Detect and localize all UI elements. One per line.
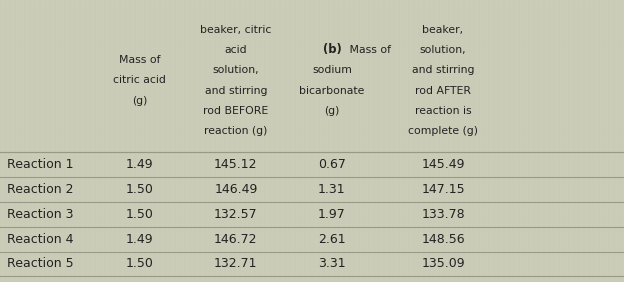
Text: Reaction 1: Reaction 1 bbox=[7, 158, 74, 171]
Text: sodium: sodium bbox=[312, 65, 352, 75]
Text: beaker,: beaker, bbox=[422, 25, 464, 35]
Text: rod AFTER: rod AFTER bbox=[415, 85, 471, 96]
Text: (g): (g) bbox=[324, 106, 339, 116]
Text: Mass of: Mass of bbox=[346, 45, 391, 55]
Text: Reaction 4: Reaction 4 bbox=[7, 233, 74, 246]
Text: 132.57: 132.57 bbox=[214, 208, 258, 221]
Text: 133.78: 133.78 bbox=[421, 208, 465, 221]
Text: Reaction 2: Reaction 2 bbox=[7, 183, 74, 196]
Text: Mass of: Mass of bbox=[119, 55, 160, 65]
Text: 145.12: 145.12 bbox=[214, 158, 258, 171]
Text: 1.50: 1.50 bbox=[126, 208, 154, 221]
Text: acid: acid bbox=[225, 45, 247, 55]
Text: solution,: solution, bbox=[420, 45, 466, 55]
Text: and stirring: and stirring bbox=[412, 65, 474, 75]
Text: citric acid: citric acid bbox=[114, 75, 166, 85]
Text: Reaction 5: Reaction 5 bbox=[7, 257, 74, 270]
Text: solution,: solution, bbox=[213, 65, 259, 75]
Text: 145.49: 145.49 bbox=[421, 158, 465, 171]
Text: beaker, citric: beaker, citric bbox=[200, 25, 271, 35]
Text: 1.31: 1.31 bbox=[318, 183, 346, 196]
Text: 1.50: 1.50 bbox=[126, 183, 154, 196]
Text: (b): (b) bbox=[323, 43, 341, 56]
Text: (g): (g) bbox=[132, 96, 147, 106]
Text: bicarbonate: bicarbonate bbox=[300, 85, 364, 96]
Text: 2.61: 2.61 bbox=[318, 233, 346, 246]
Text: 132.71: 132.71 bbox=[214, 257, 258, 270]
Text: 3.31: 3.31 bbox=[318, 257, 346, 270]
Text: complete (g): complete (g) bbox=[408, 126, 478, 136]
Text: 1.97: 1.97 bbox=[318, 208, 346, 221]
Text: 1.49: 1.49 bbox=[126, 158, 154, 171]
Text: 146.49: 146.49 bbox=[214, 183, 258, 196]
Text: 148.56: 148.56 bbox=[421, 233, 465, 246]
Text: reaction is: reaction is bbox=[415, 106, 471, 116]
Text: 0.67: 0.67 bbox=[318, 158, 346, 171]
Text: reaction (g): reaction (g) bbox=[204, 126, 268, 136]
Text: 146.72: 146.72 bbox=[214, 233, 258, 246]
Text: Reaction 3: Reaction 3 bbox=[7, 208, 74, 221]
Text: and stirring: and stirring bbox=[205, 85, 267, 96]
Text: rod BEFORE: rod BEFORE bbox=[203, 106, 268, 116]
Text: 135.09: 135.09 bbox=[421, 257, 465, 270]
Text: 1.50: 1.50 bbox=[126, 257, 154, 270]
Text: 1.49: 1.49 bbox=[126, 233, 154, 246]
Text: 147.15: 147.15 bbox=[421, 183, 465, 196]
